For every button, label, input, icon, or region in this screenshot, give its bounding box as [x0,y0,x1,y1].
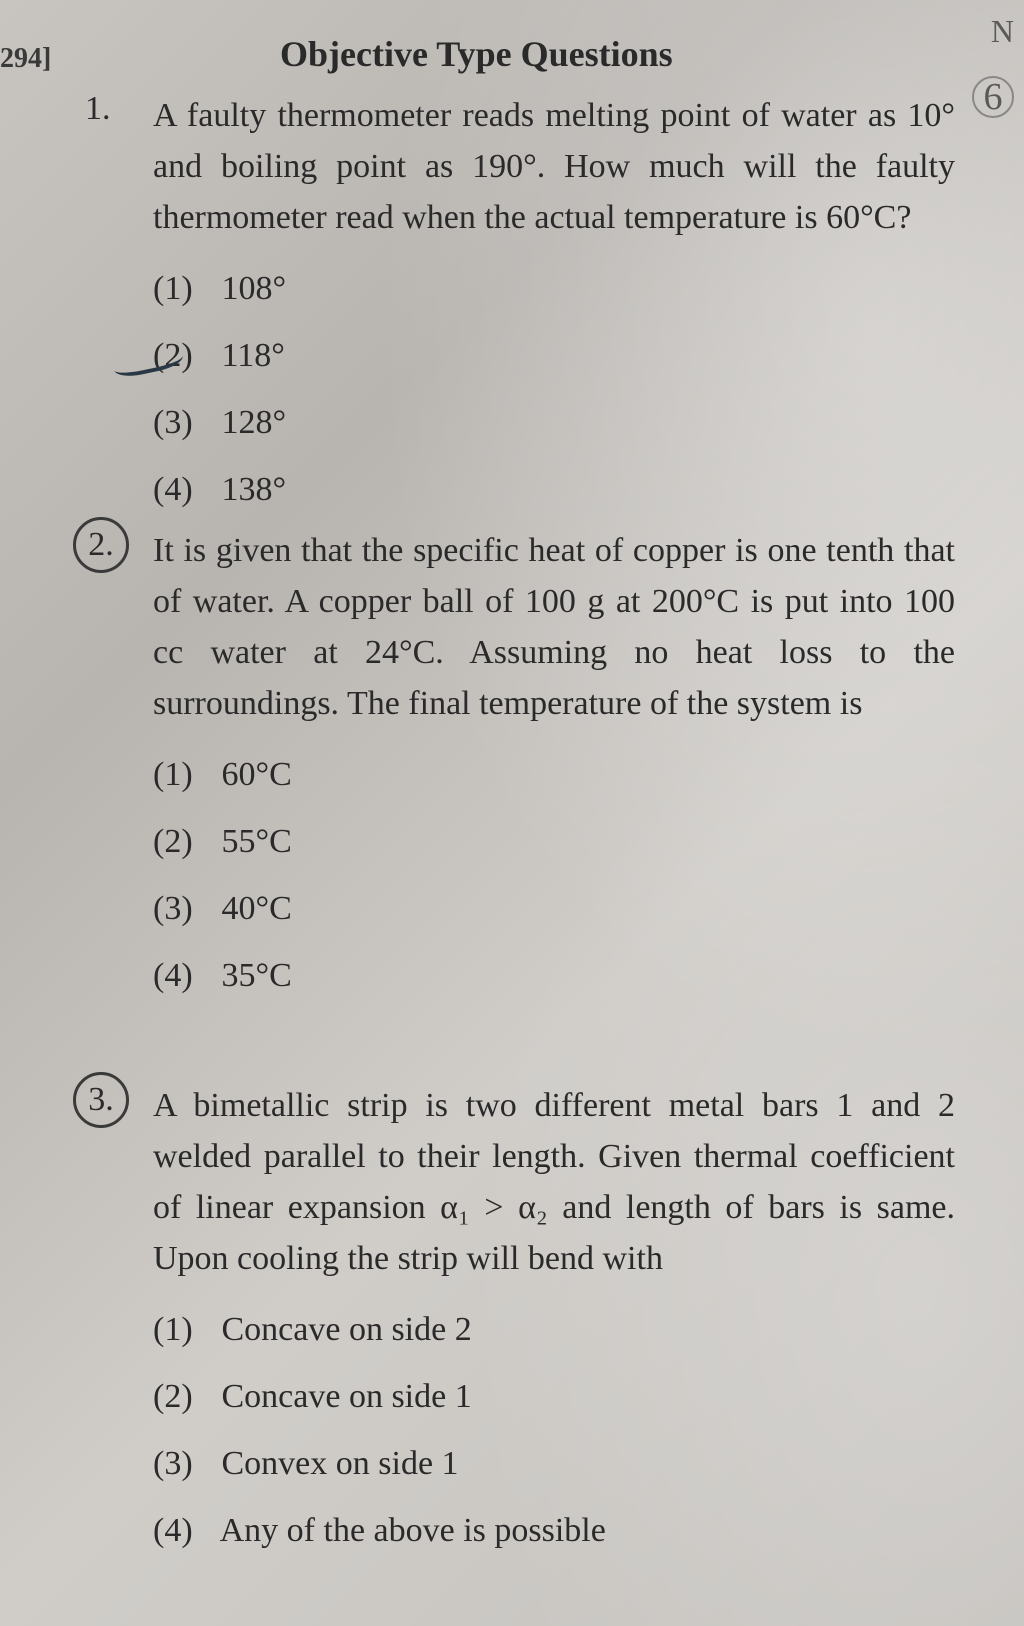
margin-letter-icon: N [991,13,1014,50]
question-3: 3. A bimetallic strip is two different m… [85,1080,985,1572]
option-item: (3) 40°C [153,883,985,934]
option-number: (1) [153,1304,213,1355]
page-reference: 294] [0,43,51,75]
option-text: 55°C [222,823,292,860]
option-item: (1) 108° [153,263,985,314]
options-list: (1) 108° (2) 118° (3) 128° (4) 138° [153,263,985,515]
section-title: Objective Type Questions [280,33,673,75]
option-number: (2) [153,1371,213,1422]
option-text: 128° [222,404,287,441]
option-number: (4) [153,950,213,1001]
option-item: (2) Concave on side 1 [153,1371,985,1422]
option-text: 40°C [222,890,292,927]
option-number: (1) [153,263,213,314]
question-text: It is given that the specific heat of co… [153,525,985,729]
option-item: (3) Convex on side 1 [153,1438,985,1489]
question-1: 1. A faulty thermometer reads melting po… [85,90,985,531]
question-number-circled: 2. [73,517,129,573]
option-number: (4) [153,1505,213,1556]
options-list: (1) 60°C (2) 55°C (3) 40°C (4) 35°C [153,749,985,1001]
option-number: (1) [153,749,213,800]
question-2: 2. It is given that the specific heat of… [85,525,985,1017]
option-text: 138° [222,471,287,508]
option-item: (2) 118° [153,330,985,381]
option-item: (4) 138° [153,464,985,515]
option-number: (2) [153,816,213,867]
option-number: (3) [153,883,213,934]
option-item: (4) Any of the above is possible [153,1505,985,1556]
option-item: (2) 55°C [153,816,985,867]
question-number: 1. [85,90,111,128]
question-text: A faulty thermometer reads melting point… [153,90,985,243]
option-item: (1) 60°C [153,749,985,800]
question-text: A bimetallic strip is two different meta… [153,1080,985,1284]
option-text: 60°C [222,756,292,793]
option-text: Convex on side 1 [222,1445,459,1482]
options-list: (1) Concave on side 2 (2) Concave on sid… [153,1304,985,1556]
option-item: (4) 35°C [153,950,985,1001]
option-number: (3) [153,1438,213,1489]
option-number: (4) [153,464,213,515]
option-text: Any of the above is possible [220,1512,606,1549]
question-number-circled: 3. [73,1072,129,1128]
option-text: 108° [222,270,287,307]
option-item: (3) 128° [153,397,985,448]
option-text: 35°C [222,957,292,994]
option-item: (1) Concave on side 2 [153,1304,985,1355]
option-text: 118° [222,337,285,374]
option-number: (3) [153,397,213,448]
option-text: Concave on side 1 [222,1378,472,1415]
option-text: Concave on side 2 [222,1311,472,1348]
